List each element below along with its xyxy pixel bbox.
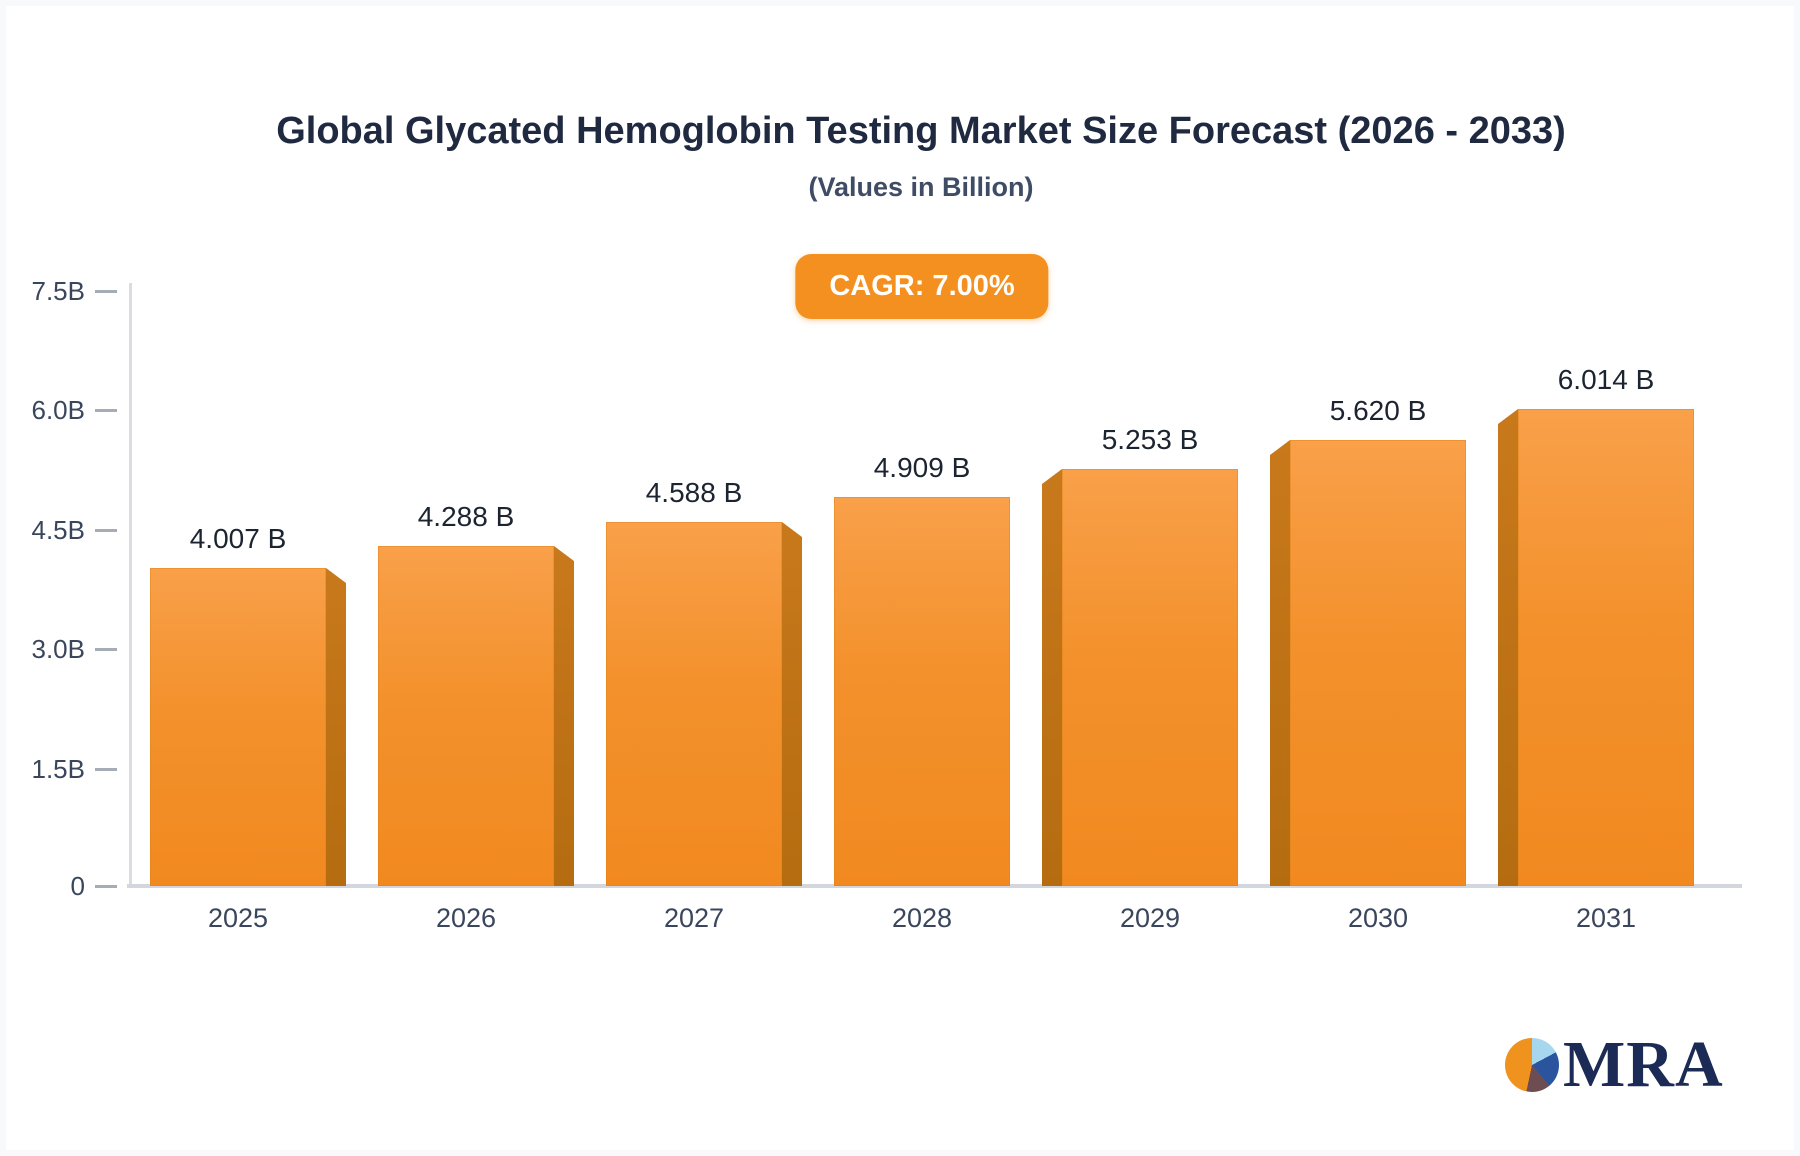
mra-pie-icon (1505, 1038, 1559, 1092)
bar-column-2025: 4.007 B 2025 (150, 523, 346, 933)
x-axis-label-2025: 2025 (207, 903, 269, 933)
x-axis-label-2031: 2031 (1575, 903, 1637, 933)
chart-subtitle: (Values in Billion) (808, 172, 1034, 202)
y-tick-label: 0 (70, 871, 85, 901)
bar-value-label: 4.007 B (189, 523, 287, 554)
bar-column-2031: 6.014 B 2031 (1498, 364, 1694, 933)
x-axis-label-2028: 2028 (891, 903, 953, 933)
x-axis-label-2026: 2026 (435, 903, 497, 933)
bar-3d-side (1498, 409, 1518, 886)
bar-value-label: 5.620 B (1329, 395, 1427, 426)
y-tick-label: 7.5B (31, 276, 86, 306)
bar-3d-side (1042, 469, 1062, 886)
mra-logo-text: MRA (1563, 1028, 1724, 1101)
bar-value-label: 4.288 B (417, 501, 515, 532)
bar-value-label: 5.253 B (1101, 424, 1199, 455)
bar-2030 (1270, 440, 1466, 886)
bar-3d-side (554, 546, 574, 886)
tick-dash (95, 885, 117, 888)
bar-column-2029: 5.253 B 2029 (1042, 424, 1238, 933)
y-axis-line (129, 283, 132, 886)
x-axis-baseline (127, 884, 1742, 888)
x-axis-label-2027: 2027 (663, 903, 725, 933)
tick-dash (95, 290, 117, 293)
bar-value-label: 4.588 B (645, 477, 743, 508)
bar-2027 (606, 522, 802, 886)
bar-2028 (834, 497, 1010, 886)
bar-2029 (1042, 469, 1238, 886)
bar-value-label: 4.909 B (873, 452, 971, 483)
y-tick-label: 6.0B (31, 395, 86, 425)
y-tick-label: 4.5B (31, 515, 86, 545)
cagr-badge: CAGR: 7.00% (795, 254, 1049, 319)
bar-column-2026: 4.288 B 2026 (378, 501, 574, 933)
x-axis-label-2030: 2030 (1347, 903, 1409, 933)
chart-title: Global Glycated Hemoglobin Testing Marke… (276, 110, 1566, 152)
tick-dash (95, 529, 117, 532)
tick-dash (95, 768, 117, 771)
y-tick-label: 3.0B (31, 634, 86, 664)
bar-2025 (150, 568, 346, 886)
tick-dash (95, 409, 117, 412)
tick-dash (95, 648, 117, 651)
bar-3d-side (1270, 440, 1290, 886)
x-axis-label-2029: 2029 (1119, 903, 1181, 933)
bar-column-2030: 5.620 B 2030 (1270, 395, 1466, 933)
bar-2026 (378, 546, 574, 886)
bar-column-2027: 4.588 B 2027 (606, 477, 802, 933)
bar-3d-side (326, 568, 346, 886)
bar-2031 (1498, 409, 1694, 886)
bar-value-label: 6.014 B (1557, 364, 1655, 395)
y-tick-label: 1.5B (31, 754, 86, 784)
mra-logo: MRA (1505, 1028, 1724, 1101)
bar-3d-side (782, 522, 802, 886)
bar-column-2028: 4.909 B 2028 (834, 452, 1010, 933)
